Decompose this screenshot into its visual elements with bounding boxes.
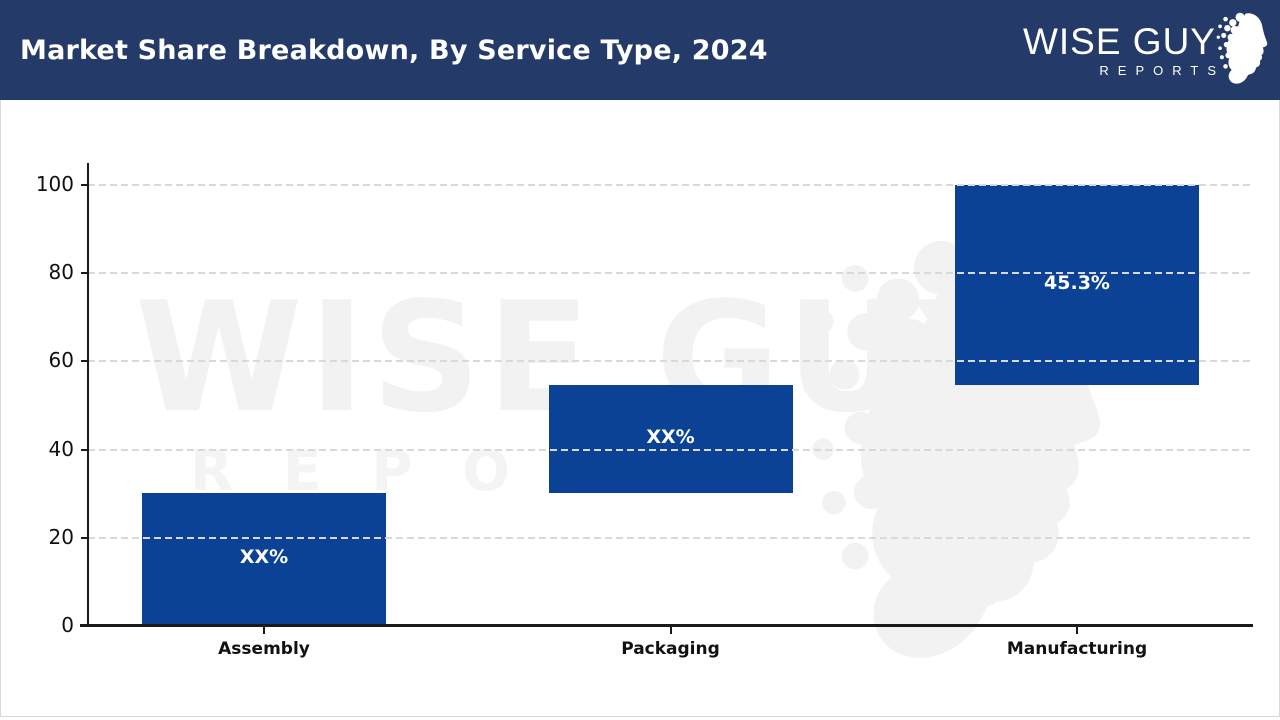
bar-value-label: XX% xyxy=(239,546,289,569)
y-tick-label: 40 xyxy=(48,436,74,461)
bar-packaging xyxy=(548,384,793,493)
bar-value-label: XX% xyxy=(646,425,695,448)
y-tick-mark xyxy=(81,272,88,275)
logo-text: WISE GUY REPORTS xyxy=(1023,23,1216,78)
y-axis-line xyxy=(87,163,89,627)
y-tick-mark xyxy=(81,448,88,451)
bar-manufacturing xyxy=(955,185,1199,385)
bar-value-label: 45.3% xyxy=(1044,271,1110,294)
bar-assembly xyxy=(142,492,386,626)
x-tick-mark xyxy=(669,626,672,634)
x-tick-label-packaging: Packaging xyxy=(621,639,720,659)
y-tick-label: 80 xyxy=(48,260,74,285)
gridline-y40 xyxy=(88,448,1253,451)
y-tick-label: 100 xyxy=(35,172,74,196)
y-tick-mark xyxy=(81,536,88,539)
gridline-y60 xyxy=(88,360,1253,363)
gridline-y20 xyxy=(88,536,1253,539)
x-tick-mark xyxy=(1076,626,1078,634)
y-tick-label: 0 xyxy=(61,613,74,637)
logo-subtext: REPORTS xyxy=(1099,62,1225,78)
x-axis-line xyxy=(80,624,1253,627)
header-bar: Market Share Breakdown, By Service Type,… xyxy=(0,0,1280,100)
x-tick-mark xyxy=(263,626,265,634)
x-tick-label-assembly: Assembly xyxy=(218,639,310,659)
y-tick-label: 20 xyxy=(48,524,74,549)
y-tick-mark xyxy=(81,184,88,186)
y-tick-label: 60 xyxy=(48,348,74,373)
logo-wordmark: WISE GUY xyxy=(1022,20,1216,62)
gridline-y100 xyxy=(88,184,1253,186)
x-tick-label-manufacturing: Manufacturing xyxy=(1006,639,1148,659)
y-tick-mark xyxy=(81,625,88,627)
gridline-y80 xyxy=(88,272,1253,275)
y-tick-mark xyxy=(81,360,88,363)
wise-guy-reports-logo: WISE GUY REPORTS xyxy=(1023,0,1270,100)
chart-title: Market Share Breakdown, By Service Type,… xyxy=(20,34,768,66)
